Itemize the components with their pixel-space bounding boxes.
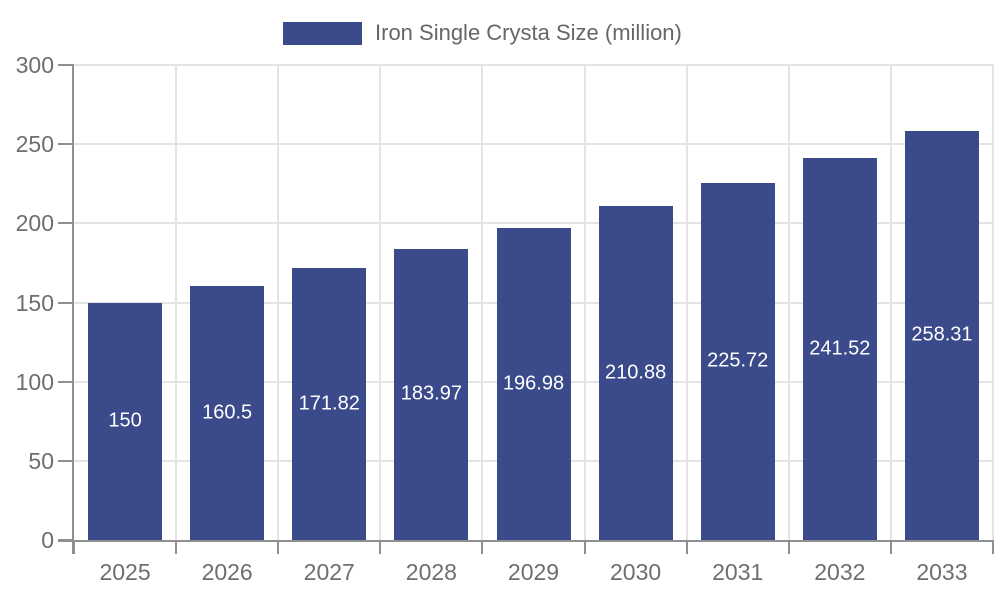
- y-axis-tick: [58, 380, 74, 383]
- gridline-vertical: [685, 65, 688, 540]
- x-axis-label-2028: 2028: [405, 559, 457, 585]
- bar-2025[interactable]: 150: [88, 302, 163, 540]
- x-axis-label-2033: 2033: [916, 559, 968, 585]
- y-axis-label: 150: [15, 289, 54, 316]
- bar-value-label: 258.31: [911, 323, 973, 346]
- y-axis-line: [72, 65, 74, 554]
- y-axis-tick: [58, 222, 74, 225]
- gridline-vertical: [481, 65, 484, 540]
- legend-swatch: [283, 21, 362, 45]
- y-axis-tick: [58, 459, 74, 462]
- bar-value-label: 150: [108, 409, 142, 432]
- bar-2026[interactable]: 160.5: [190, 285, 265, 540]
- bar-2030[interactable]: 210.88: [598, 206, 673, 540]
- x-axis-tick: [277, 540, 280, 554]
- bar-value-label: 160.5: [202, 401, 253, 424]
- gridline-vertical: [992, 65, 994, 540]
- legend-label: Iron Single Crysta Size (million): [375, 20, 682, 45]
- x-axis-label-2030: 2030: [610, 559, 662, 585]
- gridline-horizontal: [74, 222, 993, 225]
- bar-2033[interactable]: 258.31: [904, 131, 979, 540]
- x-axis-tick: [787, 540, 790, 554]
- gridline-vertical: [175, 65, 178, 540]
- gridline-vertical: [277, 65, 280, 540]
- x-axis-label-2031: 2031: [712, 559, 764, 585]
- x-axis-tick: [583, 540, 586, 554]
- y-axis-label: 250: [15, 131, 54, 158]
- y-axis-tick: [58, 143, 74, 146]
- x-axis-tick: [379, 540, 382, 554]
- bar-2027[interactable]: 171.82: [292, 267, 367, 540]
- bar-value-label: 171.82: [298, 392, 360, 415]
- gridline-horizontal: [74, 143, 993, 146]
- y-axis-label: 0: [41, 527, 54, 553]
- y-axis-tick: [58, 64, 74, 66]
- x-axis-label-2032: 2032: [814, 559, 866, 585]
- y-axis-label: 50: [28, 447, 54, 474]
- y-axis-tick: [58, 301, 74, 304]
- x-axis-line: [58, 540, 993, 542]
- bar-value-label: 210.88: [605, 361, 667, 384]
- bar-value-label: 225.72: [707, 349, 769, 372]
- bar-2028[interactable]: 183.97: [394, 248, 469, 540]
- bar-value-label: 183.97: [400, 382, 462, 405]
- bar-value-label: 241.52: [809, 337, 871, 360]
- bar-2032[interactable]: 241.52: [802, 157, 877, 540]
- x-axis-label-2025: 2025: [99, 559, 151, 585]
- gridline-vertical: [787, 65, 790, 540]
- gridline-vertical: [889, 65, 892, 540]
- gridline-horizontal: [74, 64, 993, 66]
- x-axis-tick: [889, 540, 892, 554]
- bar-2031[interactable]: 225.72: [700, 182, 775, 540]
- x-axis-tick: [481, 540, 484, 554]
- x-axis-tick: [992, 540, 994, 554]
- gridline-vertical: [379, 65, 382, 540]
- y-axis-label: 300: [15, 52, 54, 78]
- x-axis-label-2029: 2029: [507, 559, 560, 585]
- gridline-vertical: [583, 65, 586, 540]
- y-axis-label: 200: [15, 210, 54, 237]
- bar-value-label: 196.98: [502, 372, 565, 395]
- legend-item[interactable]: Iron Single Crysta Size (million): [283, 20, 682, 46]
- x-axis-label-2027: 2027: [303, 559, 355, 585]
- bar-2029[interactable]: 196.98: [496, 228, 571, 540]
- x-axis-tick: [685, 540, 688, 554]
- y-axis-label: 100: [15, 368, 54, 395]
- x-axis-tick: [73, 540, 75, 554]
- x-axis-label-2026: 2026: [201, 559, 253, 585]
- x-axis-tick: [175, 540, 178, 554]
